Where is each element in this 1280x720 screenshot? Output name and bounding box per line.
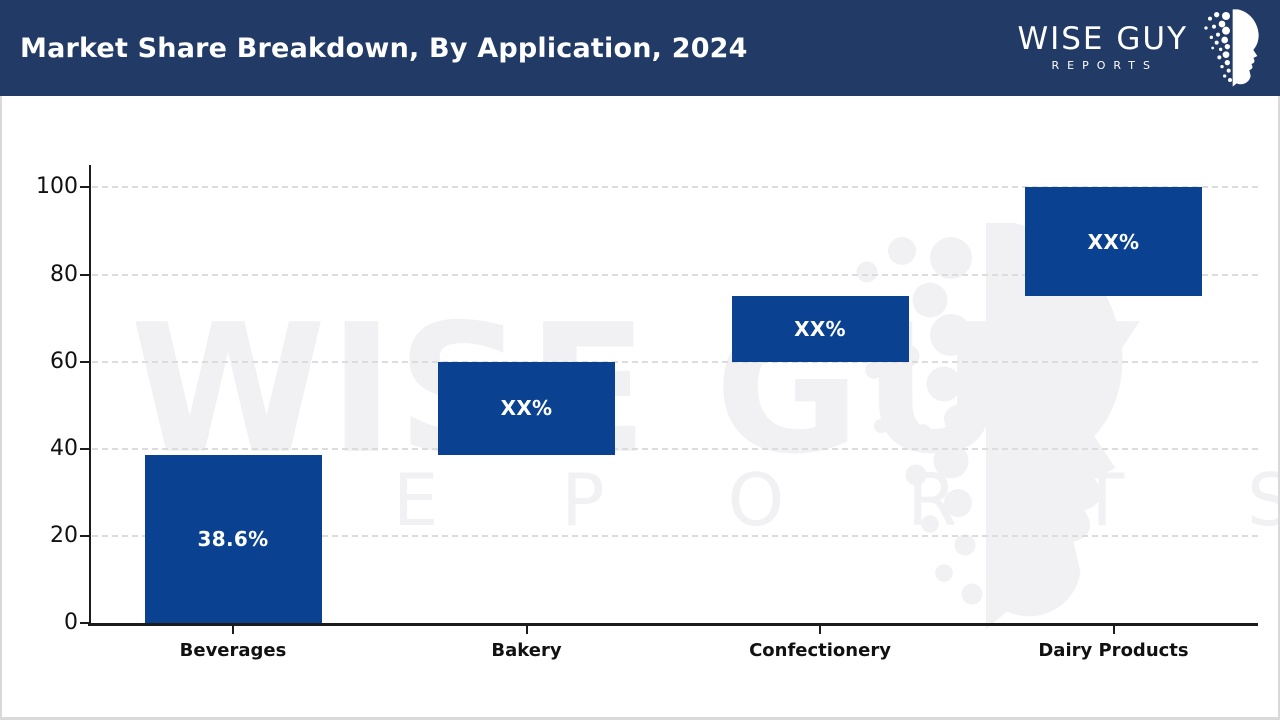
y-axis-tick-0 [80, 622, 90, 624]
grid-line-60 [92, 360, 1258, 363]
watermark-face-icon [837, 223, 1123, 629]
grid-line-80 [92, 273, 1258, 276]
bar-confectionery: XX% [731, 296, 909, 362]
wiseguy-face-icon [1204, 9, 1259, 87]
x-axis-tick-dairy-products [1112, 626, 1115, 634]
x-category-label-dairy-products: Dairy Products [1038, 640, 1189, 661]
bar-dairy-products: XX% [1025, 187, 1202, 297]
y-axis-tick-80 [80, 273, 90, 276]
y-tick-label-0: 0 [64, 610, 78, 635]
y-axis-tick-60 [80, 360, 90, 363]
bar-bakery: XX% [438, 361, 615, 455]
logo-subtitle: REPORTS [1051, 59, 1158, 72]
x-axis-tick-confectionery [819, 626, 821, 634]
grid-line-40 [92, 447, 1258, 450]
y-tick-label-60: 60 [50, 348, 78, 374]
y-axis-tick-20 [80, 534, 90, 537]
y-tick-label-40: 40 [50, 435, 78, 461]
header-bar: Market Share Breakdown, By Application, … [0, 0, 1280, 96]
chart-area: WISE GUY R E P O R T S 0 20 40 60 80 100 38.6%… [0, 96, 1280, 720]
y-tick-label-20: 20 [50, 522, 78, 548]
wiseguy-logo: WISE GUY REPORTS [1017, 8, 1266, 88]
x-axis-spine [88, 623, 1258, 626]
y-axis-tick-40 [80, 447, 90, 450]
y-tick-label-100: 100 [36, 174, 78, 200]
x-category-label-bakery: Bakery [491, 640, 562, 661]
bar-value-label-confectionery: XX% [794, 316, 846, 341]
y-tick-label-80: 80 [50, 261, 78, 287]
y-axis-tick-100 [80, 186, 90, 189]
logo-wordmark: WISE GUY [1017, 21, 1188, 57]
x-category-label-confectionery: Confectionery [749, 640, 891, 661]
grid-line-100 [92, 186, 1258, 189]
page-title: Market Share Breakdown, By Application, … [20, 32, 748, 64]
x-axis-tick-beverages [232, 626, 234, 634]
bar-beverages: 38.6% [144, 454, 322, 623]
wiseguy-logo-text: WISE GUY REPORTS [1017, 21, 1188, 73]
x-axis-tick-bakery [525, 626, 528, 634]
y-axis-spine [89, 165, 91, 626]
x-category-label-beverages: Beverages [179, 640, 287, 661]
bar-value-label-dairy-products: XX% [1087, 229, 1140, 254]
bar-value-label-beverages: 38.6% [197, 526, 269, 551]
bar-value-label-bakery: XX% [500, 396, 553, 421]
grid-line-20 [92, 534, 1258, 537]
